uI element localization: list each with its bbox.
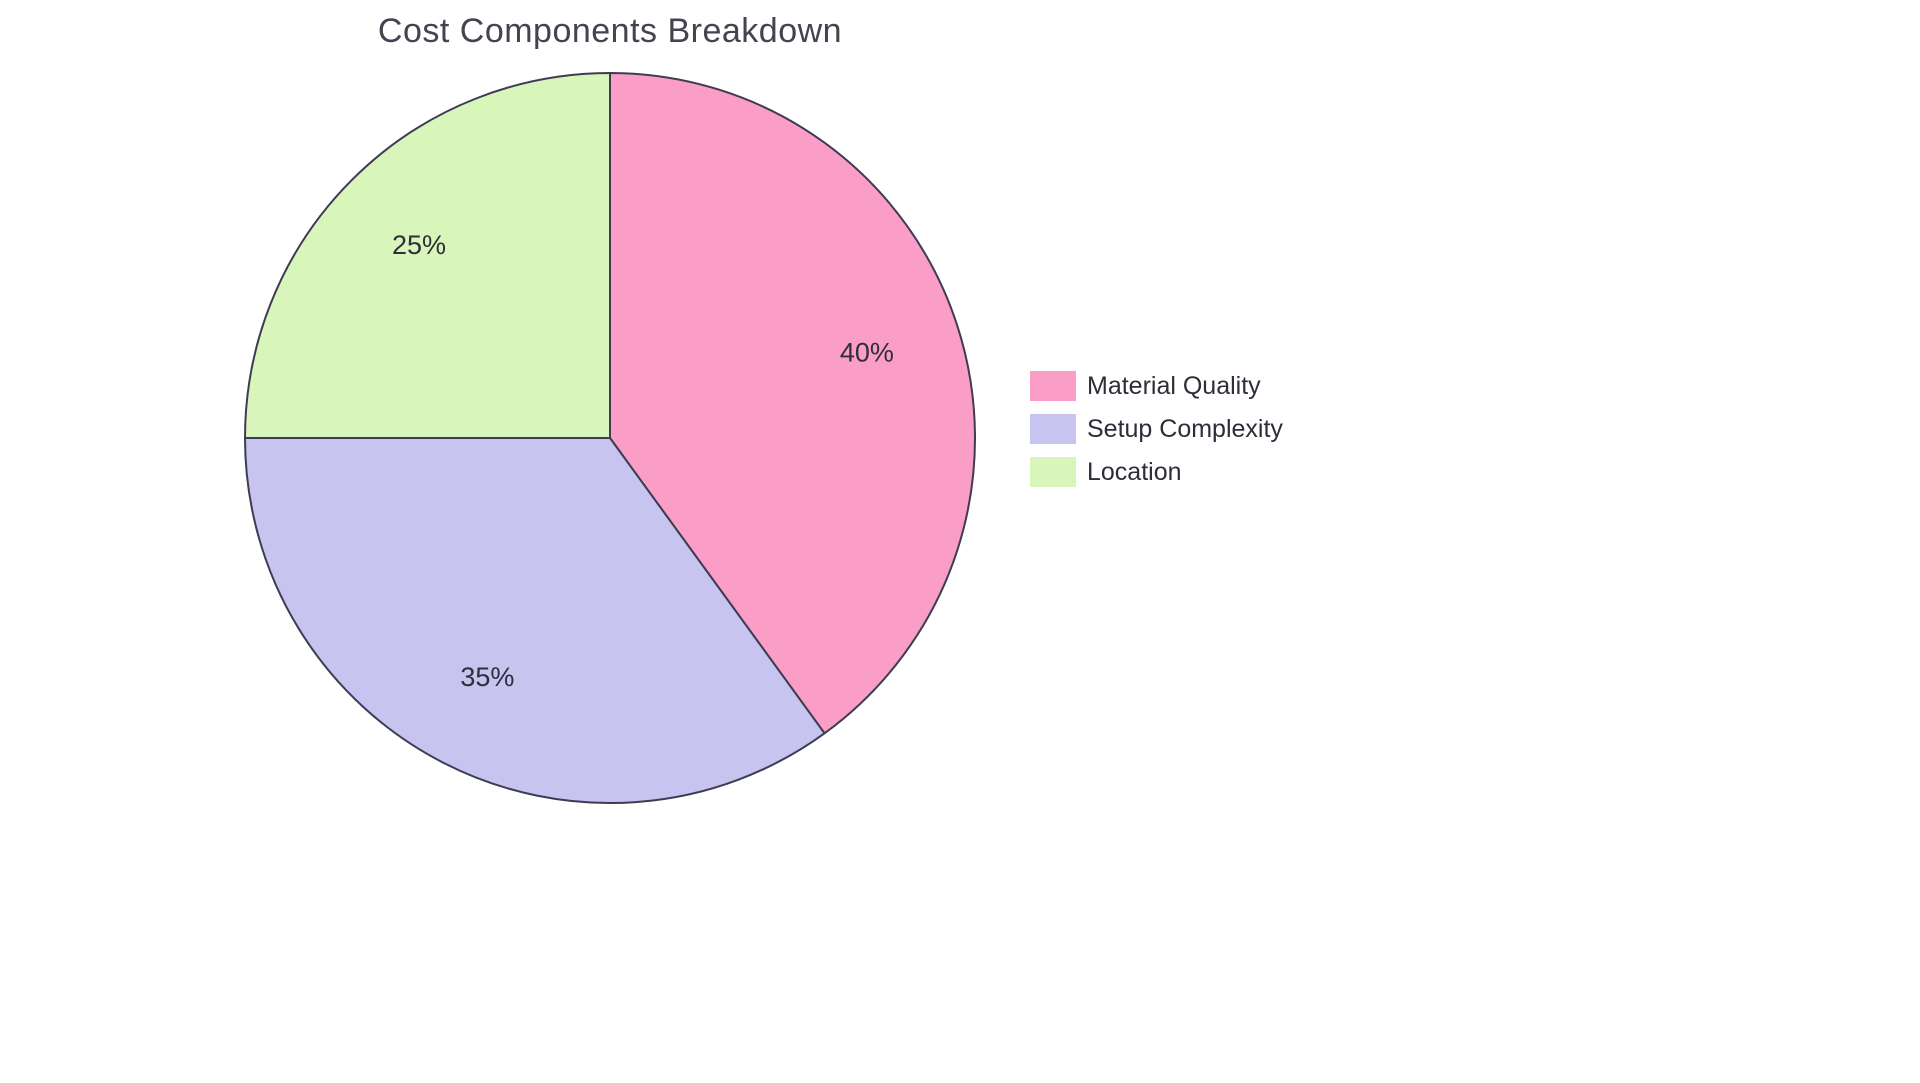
pie-slice-location[interactable] <box>244 72 611 439</box>
legend-item-location[interactable]: Location <box>1030 457 1283 487</box>
slice-percent-label: 25% <box>392 230 446 260</box>
slice-percent-label: 35% <box>460 662 514 692</box>
slice-percent-label: 40% <box>840 338 894 368</box>
pie-slice-setup-complexity[interactable] <box>244 437 826 804</box>
legend-item-setup-complexity[interactable]: Setup Complexity <box>1030 414 1283 444</box>
legend-swatch <box>1030 371 1076 401</box>
legend-label: Material Quality <box>1087 371 1261 400</box>
pie-slice-material-quality[interactable] <box>609 72 976 735</box>
legend-label: Setup Complexity <box>1087 414 1283 443</box>
legend-swatch <box>1030 457 1076 487</box>
chart-title: Cost Components Breakdown <box>377 12 843 50</box>
legend-item-material-quality[interactable]: Material Quality <box>1030 371 1283 401</box>
legend-label: Location <box>1087 457 1182 486</box>
legend-swatch <box>1030 414 1076 444</box>
legend: Material Quality Setup Complexity Location <box>1030 371 1283 487</box>
